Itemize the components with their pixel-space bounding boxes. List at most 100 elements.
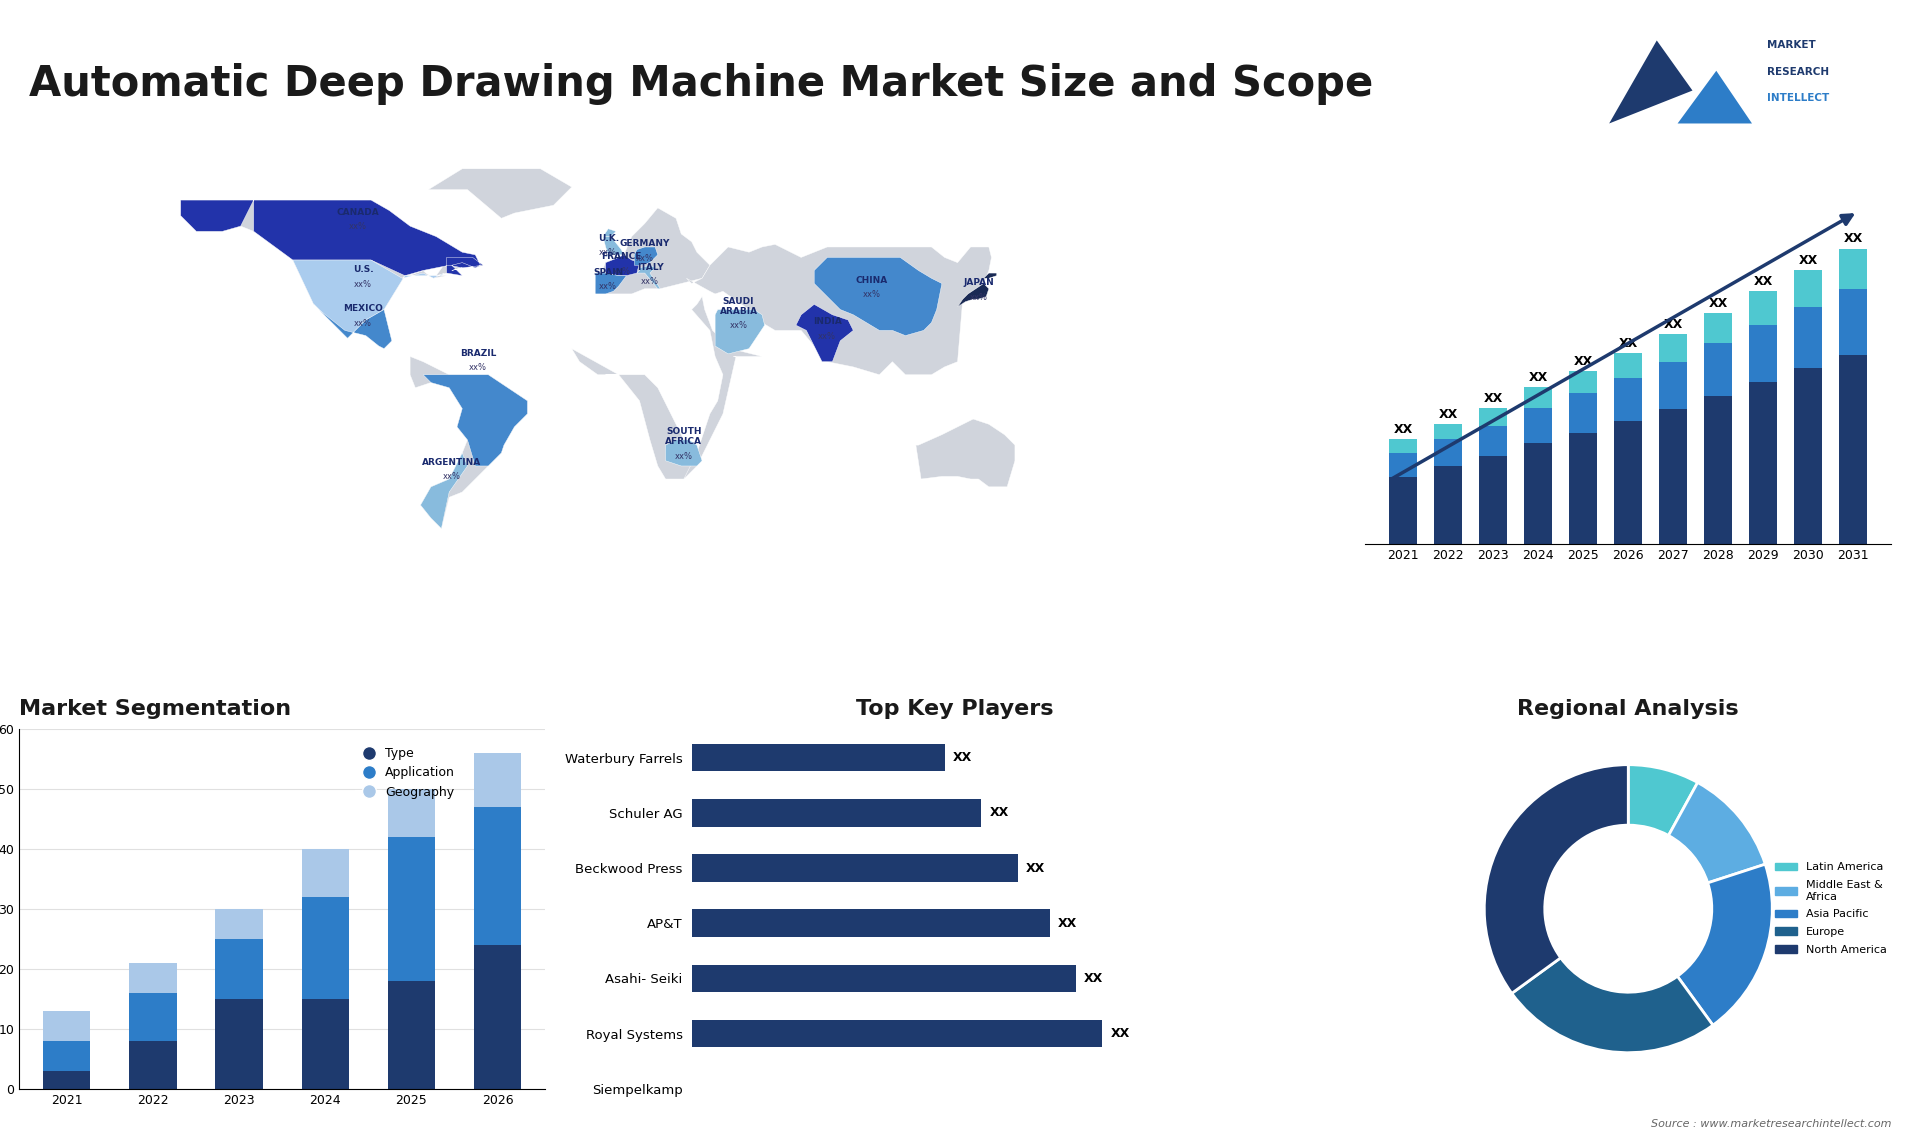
Text: XX: XX <box>1709 297 1728 309</box>
Polygon shape <box>1609 40 1692 124</box>
Polygon shape <box>814 258 943 336</box>
Text: SAUDI
ARABIA: SAUDI ARABIA <box>720 297 758 316</box>
Bar <box>1795 307 1822 369</box>
Text: XX: XX <box>1394 423 1413 437</box>
Bar <box>1659 333 1688 362</box>
Bar <box>1569 393 1597 433</box>
Bar <box>129 992 177 1041</box>
Bar <box>1478 426 1507 456</box>
Polygon shape <box>687 244 991 375</box>
Bar <box>388 837 436 981</box>
Text: INDIA: INDIA <box>812 317 841 327</box>
Polygon shape <box>422 375 528 466</box>
Text: XX: XX <box>1843 233 1862 245</box>
Polygon shape <box>605 254 639 276</box>
Text: XX: XX <box>1484 392 1503 405</box>
Bar <box>1795 270 1822 307</box>
Bar <box>42 1011 90 1041</box>
Bar <box>1478 408 1507 426</box>
Text: XX: XX <box>1528 371 1548 384</box>
Polygon shape <box>916 419 1016 487</box>
Text: MARKET: MARKET <box>1766 40 1816 50</box>
Text: xx%: xx% <box>599 249 616 258</box>
Text: CANADA: CANADA <box>336 209 380 217</box>
Polygon shape <box>634 248 659 265</box>
Text: xx%: xx% <box>674 452 693 461</box>
Text: XX: XX <box>1438 408 1457 421</box>
Text: SOUTH
AFRICA: SOUTH AFRICA <box>666 427 703 447</box>
Bar <box>1569 371 1597 393</box>
Text: XX: XX <box>1619 337 1638 350</box>
Bar <box>1795 369 1822 544</box>
Text: U.K.: U.K. <box>597 234 618 243</box>
Text: FRANCE: FRANCE <box>601 252 641 261</box>
Text: xx%: xx% <box>353 319 372 328</box>
Bar <box>215 909 263 939</box>
Text: xx%: xx% <box>612 267 630 275</box>
Bar <box>1390 439 1417 453</box>
Bar <box>215 998 263 1089</box>
Text: SPAIN: SPAIN <box>593 268 624 277</box>
Bar <box>1524 442 1551 544</box>
Text: xx%: xx% <box>349 222 367 231</box>
Polygon shape <box>983 273 996 278</box>
Text: xx%: xx% <box>599 282 616 291</box>
Text: RESEARCH: RESEARCH <box>1766 66 1830 77</box>
Legend: Type, Application, Geography: Type, Application, Geography <box>351 743 461 803</box>
Text: MEXICO: MEXICO <box>344 305 384 314</box>
Polygon shape <box>313 305 392 348</box>
Bar <box>693 854 1018 881</box>
Polygon shape <box>572 348 697 479</box>
Bar <box>1434 424 1463 439</box>
Bar <box>1749 382 1778 544</box>
Bar <box>693 799 981 826</box>
Text: Automatic Deep Drawing Machine Market Size and Scope: Automatic Deep Drawing Machine Market Si… <box>29 63 1373 105</box>
Wedge shape <box>1484 764 1628 994</box>
Text: XX: XX <box>1799 254 1818 267</box>
Text: Market Segmentation: Market Segmentation <box>19 699 292 719</box>
Text: XX: XX <box>989 807 1008 819</box>
Text: xx%: xx% <box>730 321 747 330</box>
Bar <box>42 1070 90 1089</box>
Text: INTELLECT: INTELLECT <box>1766 93 1830 103</box>
Bar <box>693 965 1075 992</box>
Bar <box>474 807 520 944</box>
Bar <box>129 963 177 992</box>
Bar <box>1434 466 1463 544</box>
Bar <box>1524 408 1551 442</box>
Text: ITALY: ITALY <box>637 262 662 272</box>
Bar <box>42 1041 90 1070</box>
Polygon shape <box>1678 71 1751 124</box>
Text: xx%: xx% <box>353 280 372 289</box>
Text: xx%: xx% <box>862 290 881 299</box>
Bar <box>388 981 436 1089</box>
Bar <box>1705 395 1732 544</box>
Text: XX: XX <box>1110 1027 1129 1041</box>
Wedge shape <box>1668 783 1764 882</box>
Bar <box>1524 387 1551 408</box>
Text: BRAZIL: BRAZIL <box>459 348 495 358</box>
Polygon shape <box>797 305 852 362</box>
Bar <box>1749 325 1778 382</box>
Bar <box>1615 378 1642 422</box>
Bar <box>1615 422 1642 544</box>
Text: xx%: xx% <box>444 472 461 481</box>
Polygon shape <box>958 283 989 307</box>
Polygon shape <box>637 265 660 289</box>
Bar <box>1705 344 1732 395</box>
Bar <box>693 910 1050 937</box>
Wedge shape <box>1628 764 1697 835</box>
Text: ARGENTINA: ARGENTINA <box>422 458 482 468</box>
Text: Source : www.marketresearchintellect.com: Source : www.marketresearchintellect.com <box>1651 1118 1891 1129</box>
Bar <box>1839 355 1868 544</box>
Text: XX: XX <box>1574 355 1594 368</box>
Bar <box>1390 477 1417 544</box>
Text: xx%: xx% <box>641 277 659 286</box>
Text: xx%: xx% <box>818 331 837 340</box>
Bar <box>693 1020 1102 1047</box>
Bar <box>1390 453 1417 477</box>
Bar <box>1478 456 1507 544</box>
Polygon shape <box>603 229 616 236</box>
Text: xx%: xx% <box>636 253 653 262</box>
Bar <box>474 753 520 807</box>
